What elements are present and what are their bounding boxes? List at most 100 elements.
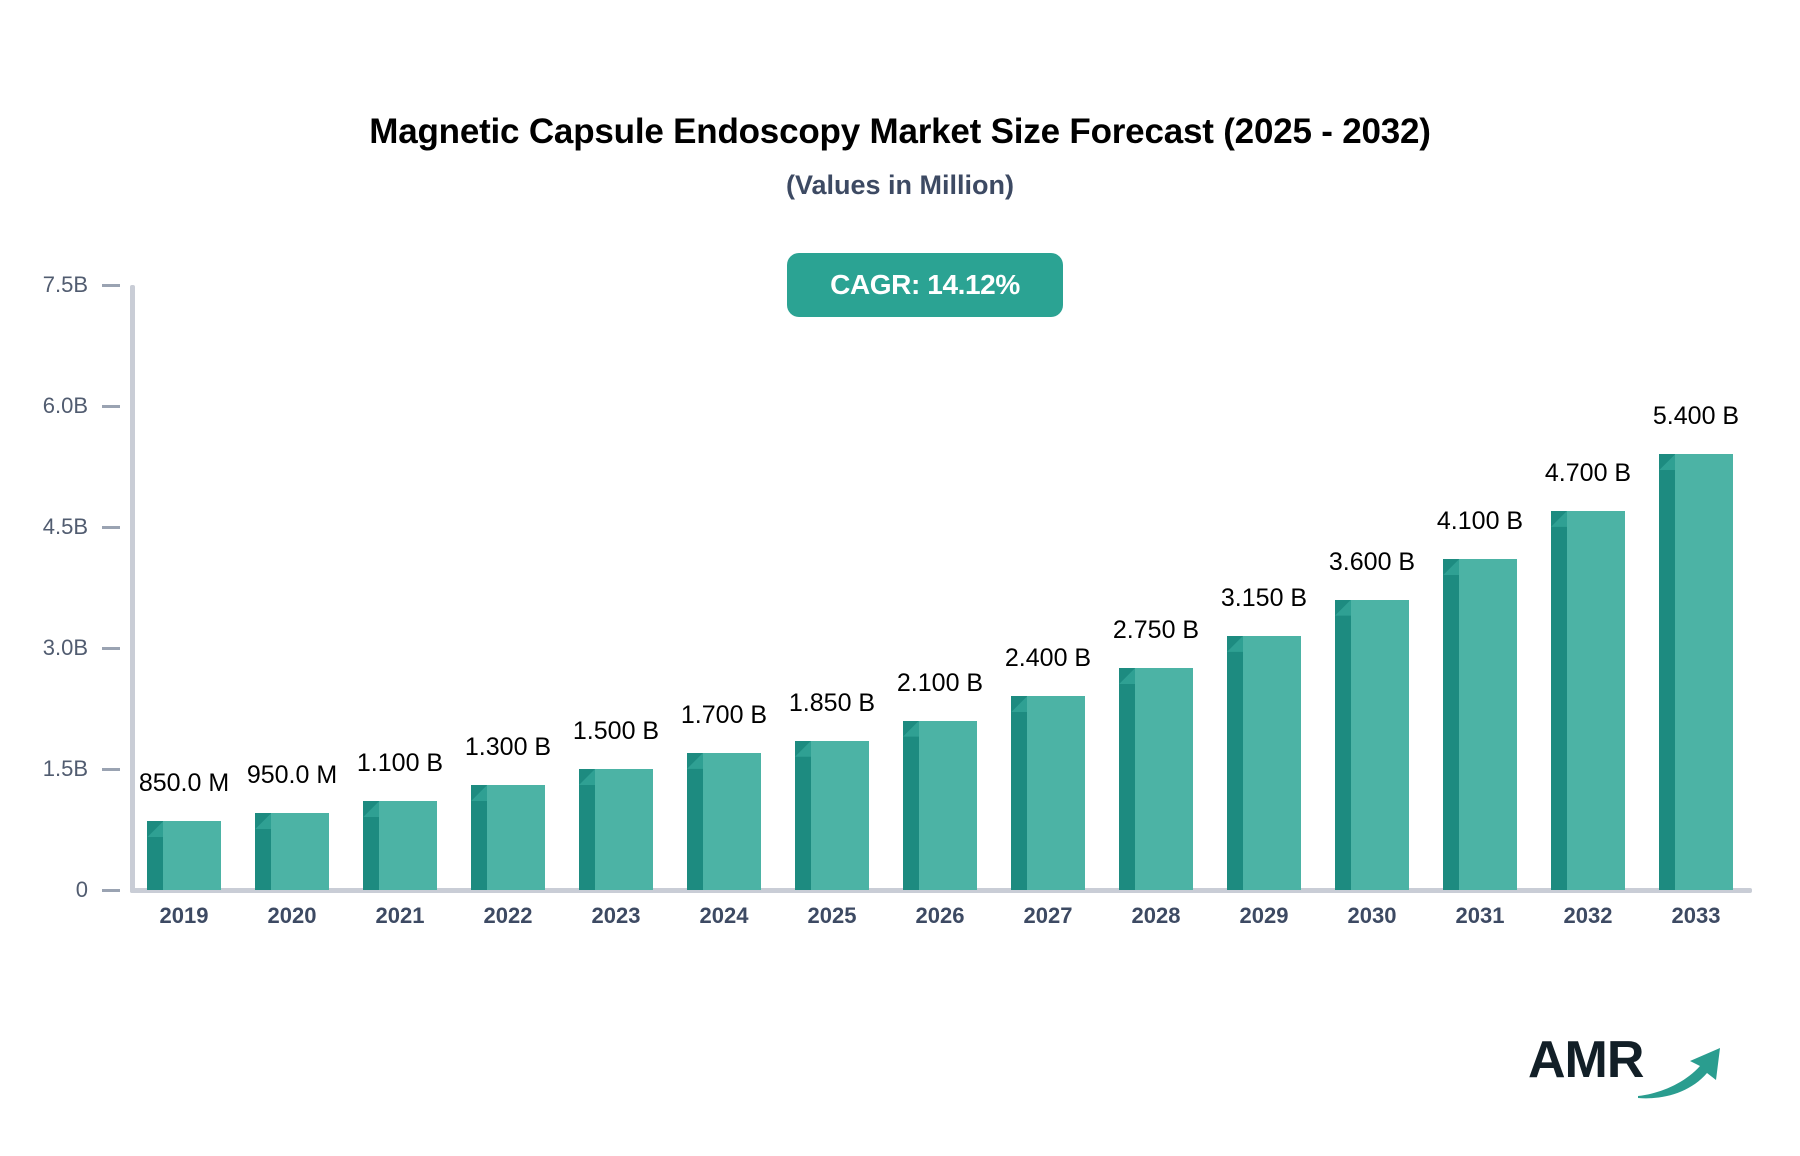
y-axis-tick-label: 1.5B — [42, 756, 88, 781]
bar-side-face — [1659, 454, 1675, 890]
bar-front-face — [811, 740, 869, 890]
bar-side-face — [1335, 599, 1351, 890]
bar-side-face — [255, 813, 271, 890]
bar-value-label: 1.100 B — [356, 749, 444, 778]
y-axis-tick: 4.5B — [0, 514, 128, 539]
bar-value-label: 2.400 B — [1004, 644, 1092, 673]
chart-title: Magnetic Capsule Endoscopy Market Size F… — [369, 112, 1431, 151]
x-axis-tick-label: 2021 — [375, 903, 425, 928]
y-axis-tick-mark — [102, 767, 120, 771]
bar-front-face — [1027, 696, 1085, 890]
bar-front-face — [1459, 559, 1517, 890]
bar-value-label: 3.600 B — [1328, 547, 1416, 576]
bar — [363, 801, 437, 890]
x-axis-tick-label: 2031 — [1455, 903, 1505, 928]
bar — [147, 821, 221, 890]
bar-front-face — [1675, 454, 1733, 890]
x-axis-tick-label: 2025 — [807, 903, 857, 928]
bar — [1443, 559, 1517, 890]
bar — [1659, 454, 1733, 890]
bar-side-face — [1227, 635, 1243, 890]
amr-wordmark: AMR — [1528, 1031, 1644, 1089]
y-axis-tick-label: 7.5B — [42, 272, 88, 297]
y-axis-line — [130, 285, 135, 893]
x-axis-tick-label: 2020 — [267, 903, 317, 928]
bar — [903, 720, 977, 890]
bar-front-face — [487, 785, 545, 890]
bar-value-label: 4.100 B — [1436, 507, 1524, 536]
y-axis-tick-label: 4.5B — [42, 514, 88, 539]
x-axis-tick-label: 2026 — [915, 903, 965, 928]
bar-side-face — [1443, 559, 1459, 890]
y-axis-tick-label: 3.0B — [42, 635, 88, 660]
y-axis-tick: 3.0B — [0, 635, 128, 660]
bar-front-face — [379, 801, 437, 890]
bar — [795, 740, 869, 890]
x-axis-tick-label: 2030 — [1347, 903, 1397, 928]
growth-arrow-icon — [1638, 1048, 1720, 1099]
y-axis-tick-mark — [102, 404, 120, 408]
bar — [1011, 696, 1085, 890]
bar-value-label: 1.500 B — [572, 717, 660, 745]
x-axis-tick-label: 2024 — [699, 903, 749, 928]
y-axis-tick-label: 0 — [75, 877, 88, 902]
y-axis-tick: 6.0B — [0, 393, 128, 418]
bar-side-face — [363, 801, 379, 890]
bar-value-label: 5.400 B — [1652, 402, 1740, 431]
bar-value-label: 1.850 B — [788, 688, 876, 717]
y-axis-tick-label: 6.0B — [42, 393, 88, 418]
bar-front-face — [595, 769, 653, 890]
bar — [1119, 668, 1193, 890]
bar-front-face — [919, 720, 977, 890]
x-axis-tick-label: 2033 — [1671, 903, 1721, 928]
y-axis-tick-mark — [102, 888, 120, 892]
y-axis-tick-mark — [102, 646, 120, 650]
bar-value-label: 1.700 B — [680, 700, 768, 729]
bar — [255, 813, 329, 890]
x-axis-line — [130, 888, 1752, 893]
amr-logo: AMR — [1528, 1030, 1728, 1102]
bar-front-face — [1567, 510, 1625, 890]
bar-side-face — [1551, 510, 1567, 890]
y-axis-tick: 0 — [0, 877, 128, 902]
x-axis-tick-label: 2032 — [1563, 903, 1613, 928]
bar-side-face — [687, 752, 703, 890]
cagr-badge-label: CAGR: 14.12% — [830, 269, 1020, 300]
y-axis-tick-mark — [102, 283, 120, 287]
bar-front-face — [1135, 668, 1193, 890]
bar — [471, 785, 545, 890]
bar-front-face — [271, 813, 329, 890]
y-axis-tick: 7.5B — [0, 272, 128, 297]
bar-side-face — [795, 740, 811, 890]
x-axis-tick-label: 2023 — [591, 903, 641, 928]
y-axis-tick-mark — [102, 525, 120, 529]
bar-front-face — [1243, 635, 1301, 890]
bar — [687, 752, 761, 890]
bar-value-label: 1.300 B — [464, 733, 552, 762]
bar-front-face — [1351, 599, 1409, 890]
bar — [1551, 510, 1625, 890]
bar-value-label: 850.0 M — [138, 769, 230, 798]
x-axis-tick-label: 2019 — [159, 903, 209, 928]
bar-value-label: 2.100 B — [896, 668, 984, 697]
bar-value-label: 4.700 B — [1544, 458, 1632, 487]
cagr-badge: CAGR: 14.12% — [787, 253, 1063, 317]
bar-value-label: 950.0 M — [246, 761, 338, 790]
bar-side-face — [1011, 696, 1027, 890]
bar-side-face — [903, 720, 919, 890]
bar-front-face — [163, 821, 221, 890]
bar — [579, 769, 653, 890]
bar-side-face — [1119, 668, 1135, 890]
bar-front-face — [703, 752, 761, 890]
chart-subtitle: (Values in Million) — [785, 170, 1015, 200]
bar-value-label: 3.150 B — [1220, 583, 1308, 612]
x-axis-tick-label: 2028 — [1131, 903, 1181, 928]
bar — [1335, 599, 1409, 890]
x-axis-tick-label: 2022 — [483, 903, 533, 928]
x-axis-tick-label: 2027 — [1023, 903, 1073, 928]
bar-side-face — [579, 769, 595, 890]
bar — [1227, 635, 1301, 890]
bar-side-face — [471, 785, 487, 890]
plot-area — [130, 285, 1750, 890]
